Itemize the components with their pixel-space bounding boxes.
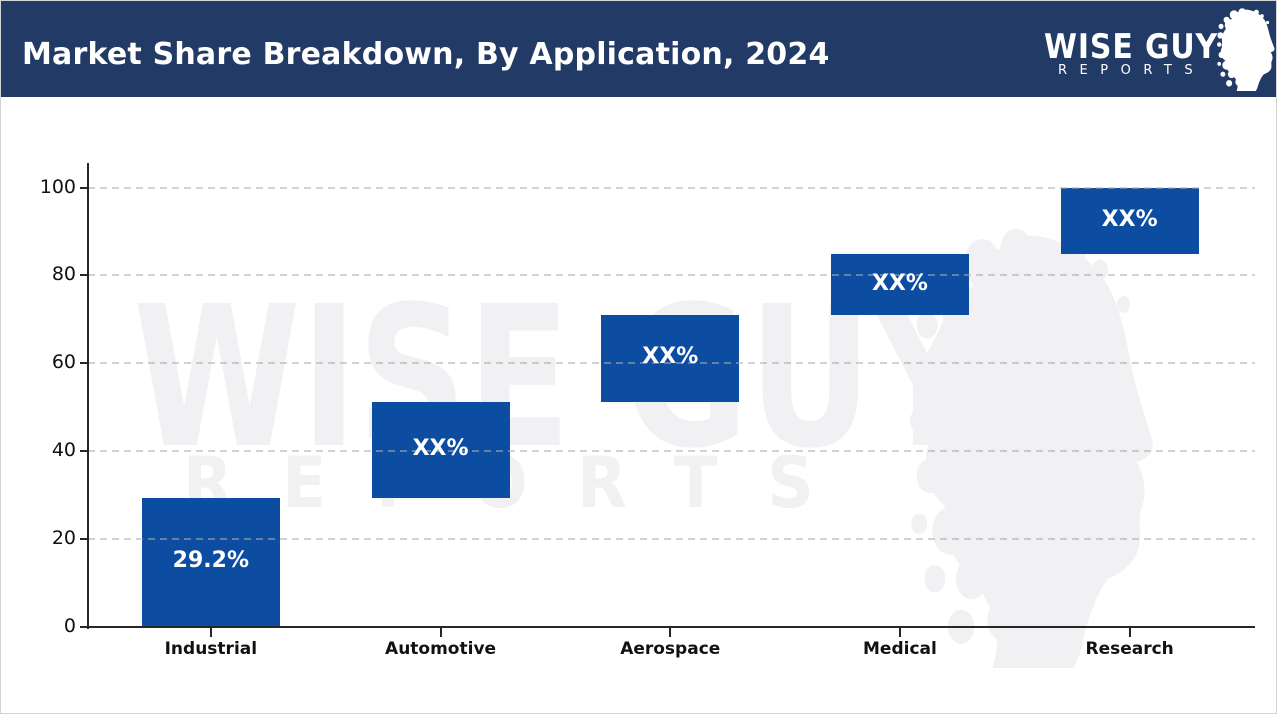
x-tick-mark <box>898 627 901 637</box>
bar-medical <box>830 254 969 316</box>
y-axis-line <box>87 163 89 629</box>
x-tick-mark <box>669 627 672 637</box>
y-tick-label: 80 <box>51 263 76 286</box>
x-tick-mark <box>439 627 442 637</box>
logo-wordmark: WISE GUY <box>1044 27 1219 67</box>
y-tick-label: 20 <box>51 526 76 549</box>
gridline-60 <box>88 362 1255 365</box>
gridline-100 <box>88 186 1255 189</box>
x-axis-line <box>87 626 1255 628</box>
bar-value-label: XX% <box>1101 206 1158 232</box>
gridline-40 <box>88 449 1255 452</box>
x-category-label: Medical <box>863 639 937 659</box>
wiseguy-logo: WISE GUY REPORTS <box>1036 1 1276 97</box>
bar-value-label: XX% <box>412 436 469 462</box>
bar-aerospace <box>601 315 740 402</box>
y-tick-mark <box>80 274 88 277</box>
watermark-reports-text: REPORTS <box>183 442 864 524</box>
x-tick-mark <box>209 627 212 637</box>
x-category-label: Industrial <box>164 639 258 659</box>
y-tick-mark <box>80 537 88 540</box>
y-tick-mark <box>80 625 88 628</box>
wiseguy-head-logo-icon <box>1217 8 1275 91</box>
x-category-label: Research <box>1085 639 1174 659</box>
y-tick-mark <box>80 186 88 189</box>
x-tick-mark <box>1128 627 1131 637</box>
x-category-label: Aerospace <box>620 639 721 659</box>
y-tick-label: 60 <box>51 351 76 374</box>
bar-value-label: 29.2% <box>172 548 249 574</box>
y-tick-label: 100 <box>39 175 76 198</box>
header-bar: Market Share Breakdown, By Application, … <box>1 1 1276 97</box>
gridline-80 <box>88 274 1255 277</box>
y-tick-label: 0 <box>63 614 76 637</box>
x-category-label: Automotive <box>385 639 497 659</box>
bar-value-label: XX% <box>871 270 928 296</box>
chart-title: Market Share Breakdown, By Application, … <box>22 37 830 72</box>
y-tick-mark <box>80 362 88 365</box>
bar-value-label: XX% <box>642 344 699 370</box>
y-tick-mark <box>80 449 88 452</box>
bar-research <box>1060 187 1199 255</box>
gridline-20 <box>88 537 1255 540</box>
logo-reports-text: REPORTS <box>1058 63 1206 78</box>
y-tick-label: 40 <box>51 438 76 461</box>
bar-industrial <box>141 498 280 627</box>
